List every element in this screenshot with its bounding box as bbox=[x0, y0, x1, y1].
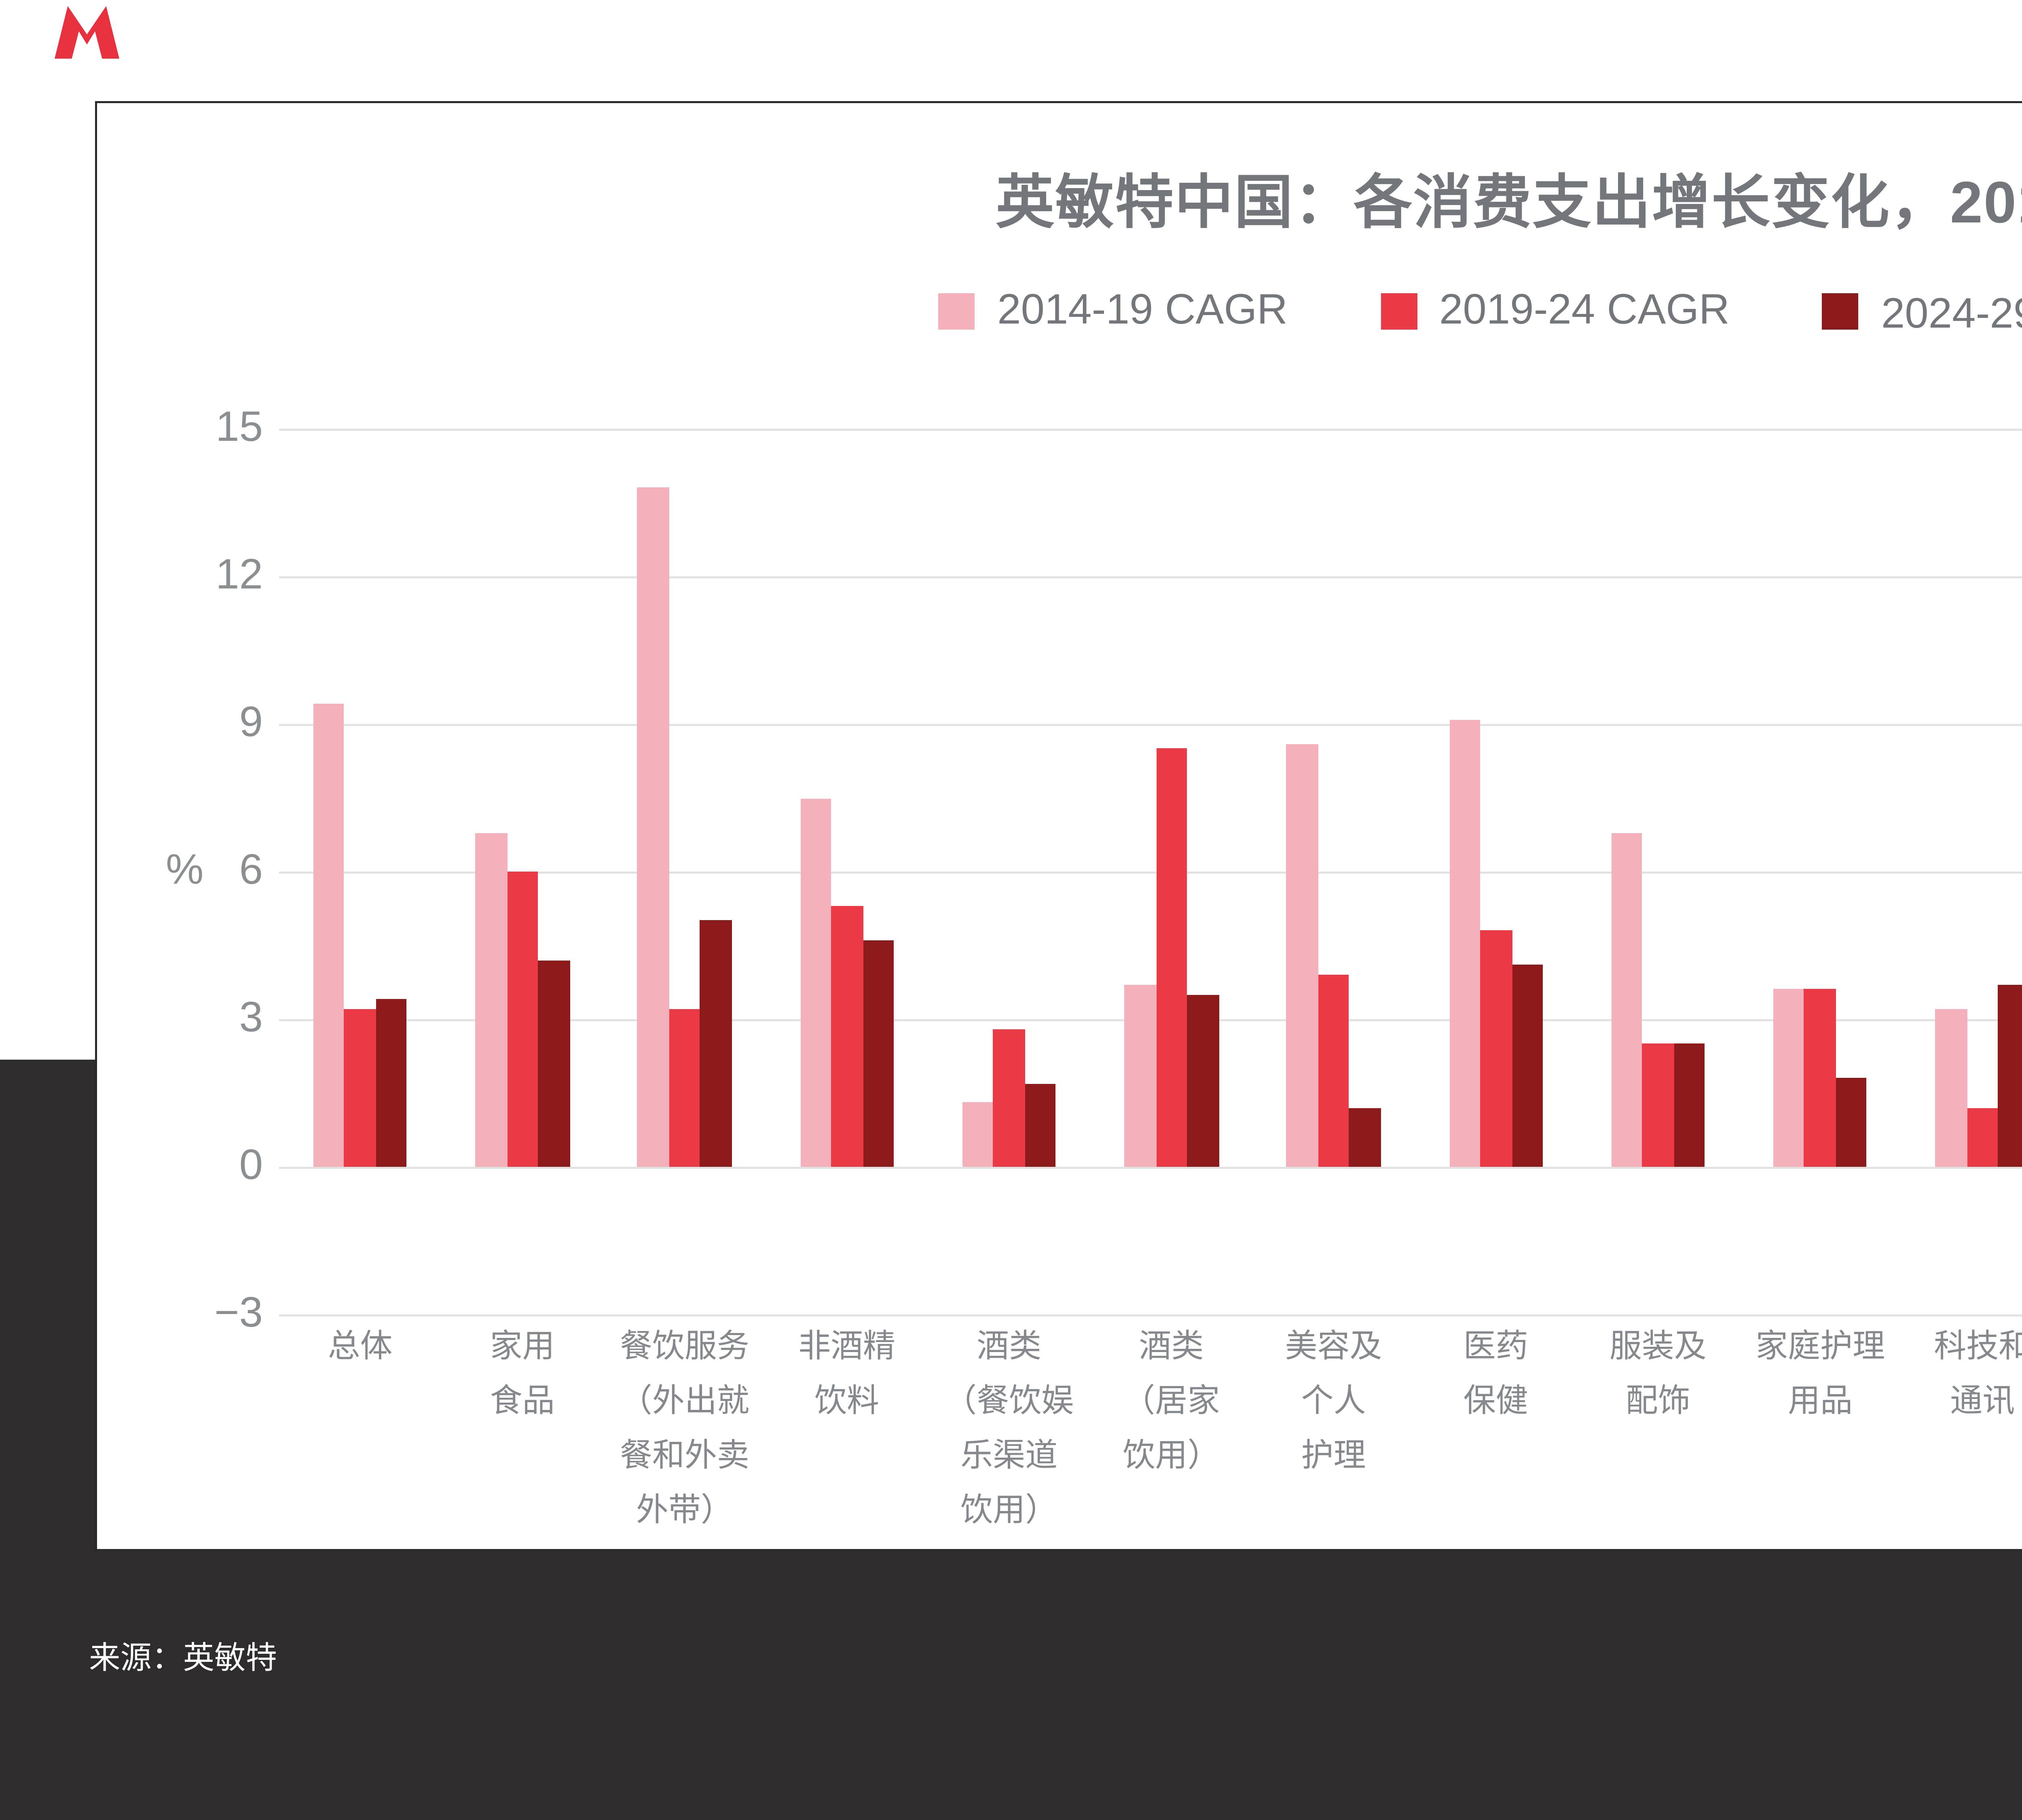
y-tick-15: 15 bbox=[216, 404, 263, 451]
y-axis-label: % bbox=[166, 847, 204, 894]
bar-s0-c10 bbox=[1935, 1009, 1967, 1167]
bar-s2-c4 bbox=[1024, 1083, 1056, 1167]
legend-item-2: 2024-29 CAGR (预测) bbox=[1822, 281, 2022, 342]
chart-plot-area: 15 12 9 6 3 0 −3% 总体 家用 食品 餐饮服务 （外出就 餐和外卖 外带） 非酒精 饮料 酒类（… bbox=[97, 103, 2022, 1553]
bar-s1-c2 bbox=[669, 1009, 700, 1167]
y-tick-12: 12 bbox=[216, 552, 263, 599]
bar-s2-c2 bbox=[700, 921, 732, 1167]
category-label-10: 科技和 通讯 bbox=[1934, 1331, 2022, 1420]
bar-s0-c7 bbox=[1449, 719, 1480, 1167]
bar-s1-c0 bbox=[344, 1009, 376, 1167]
category-label-7: 医药 保健 bbox=[1463, 1331, 1528, 1420]
gridline--3 bbox=[279, 1314, 2022, 1317]
category-label-8: 服装及 配饰 bbox=[1609, 1331, 1707, 1420]
bar-s1-c3 bbox=[831, 906, 863, 1167]
bar-s1-c5 bbox=[1155, 749, 1187, 1167]
gridline-6 bbox=[279, 872, 2022, 874]
category-label-0: 总体 bbox=[328, 1331, 393, 1365]
legend-label: 2014-19 CAGR bbox=[997, 287, 1288, 334]
bar-s2-c8 bbox=[1673, 1043, 1705, 1167]
bar-s1-c9 bbox=[1804, 990, 1836, 1167]
bar-s1-c4 bbox=[993, 1029, 1025, 1167]
bar-s2-c7 bbox=[1511, 965, 1543, 1167]
legend-item-0: 2014-19 CAGR bbox=[939, 287, 1288, 336]
bar-s0-c2 bbox=[637, 488, 669, 1167]
bar-s0-c5 bbox=[1124, 985, 1156, 1167]
bar-s1-c8 bbox=[1642, 1043, 1674, 1167]
bar-s2-c1 bbox=[538, 960, 569, 1167]
category-label-1: 家用 食品 bbox=[490, 1331, 555, 1420]
y-tick-3: 3 bbox=[239, 995, 263, 1042]
category-label-6: 美容及 个人 护理 bbox=[1285, 1331, 1382, 1474]
bar-s0-c0 bbox=[313, 704, 345, 1167]
bar-s1-c6 bbox=[1318, 975, 1349, 1167]
chart-card: 英敏特中国：各消费支出增长变化，2014-2029 2014-19 CAGR20… bbox=[95, 101, 2022, 1551]
legend-label: 2024-29 CAGR (预测) bbox=[1881, 291, 2022, 338]
chart-legend: 2014-19 CAGR 2019-24 CAGR 2024-29 CAGR (预测… bbox=[97, 281, 2022, 342]
y-tick-0: 0 bbox=[239, 1143, 263, 1189]
bar-s2-c6 bbox=[1349, 1108, 1381, 1167]
gridline-12 bbox=[279, 576, 2022, 579]
bar-s2-c3 bbox=[862, 940, 894, 1167]
category-label-3: 非酒精 饮料 bbox=[798, 1331, 896, 1420]
bar-s0-c8 bbox=[1611, 832, 1643, 1167]
legend-label: 2019-24 CAGR bbox=[1439, 287, 1730, 334]
bar-s2-c10 bbox=[1998, 985, 2022, 1167]
bar-s1-c7 bbox=[1480, 931, 1512, 1167]
bar-s0-c9 bbox=[1773, 990, 1805, 1167]
mintel-red-mark-icon bbox=[55, 6, 119, 59]
gridline-9 bbox=[279, 724, 2022, 727]
legend-item-1: 2019-24 CAGR bbox=[1380, 287, 1730, 336]
bar-s2-c0 bbox=[376, 999, 407, 1167]
bar-s0-c6 bbox=[1286, 744, 1318, 1167]
chart-title: 英敏特中国：各消费支出增长变化，2014-2029 bbox=[996, 172, 2022, 237]
bar-s0-c4 bbox=[962, 1103, 994, 1167]
bar-s0-c3 bbox=[799, 798, 831, 1167]
y-tick-6: 6 bbox=[239, 847, 263, 894]
y-tick-9: 9 bbox=[239, 700, 263, 747]
category-label-2: 餐饮服务 （外出就 餐和外卖 外带） bbox=[620, 1331, 749, 1529]
category-label-5: 酒类 （居家 饮用） bbox=[1123, 1331, 1220, 1474]
category-label-9: 家庭护理 用品 bbox=[1756, 1331, 1885, 1420]
bar-s2-c5 bbox=[1187, 995, 1218, 1167]
gridline-15 bbox=[279, 429, 2022, 432]
bar-s1-c10 bbox=[1967, 1108, 1999, 1167]
legend-swatch-icon bbox=[1822, 293, 1859, 330]
bar-s1-c1 bbox=[506, 872, 538, 1167]
bar-s2-c9 bbox=[1836, 1078, 1868, 1167]
legend-swatch-icon bbox=[939, 293, 975, 330]
y-tick--3: −3 bbox=[214, 1290, 263, 1337]
category-label-4: 酒类 （餐饮娱 乐渠道 饮用） bbox=[944, 1331, 1074, 1529]
legend-swatch-icon bbox=[1380, 293, 1417, 330]
gridline-0 bbox=[279, 1167, 2022, 1169]
bar-s0-c1 bbox=[475, 832, 507, 1167]
source-note: 来源：英敏特 bbox=[89, 1642, 277, 1676]
